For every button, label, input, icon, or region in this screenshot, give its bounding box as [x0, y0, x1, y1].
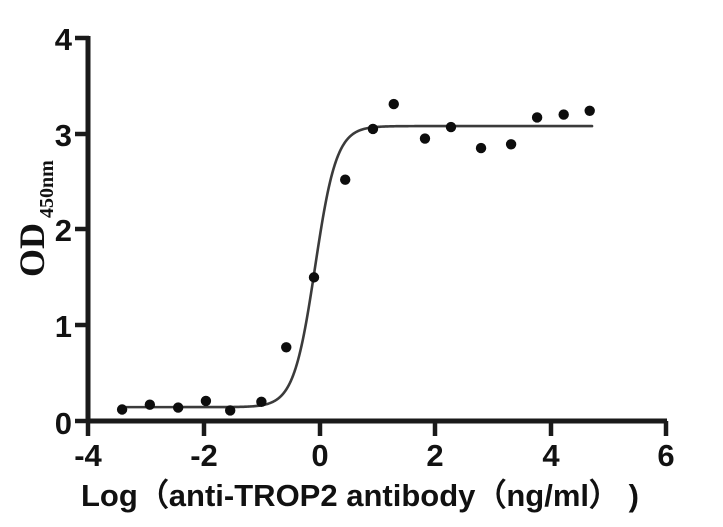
data-point — [116, 404, 128, 415]
data-point — [308, 272, 320, 283]
y-tick-label-0: 0 — [55, 406, 72, 441]
data-point — [281, 342, 292, 353]
data-point — [200, 395, 212, 407]
data-point — [445, 121, 457, 133]
y-axis-tick-labels: 4 3 2 1 0 — [55, 22, 73, 441]
data-point — [256, 396, 267, 408]
x-axis-tick-labels: -4 -2 0 2 4 6 — [74, 438, 674, 473]
y-tick-label-3: 3 — [55, 118, 72, 153]
y-axis-title-subscript: 450nm — [36, 160, 58, 218]
x-axis-title: Log（anti-TROP2 antibody（ng/ml） ) — [81, 478, 639, 513]
y-axis-title: OD 450nm — [12, 160, 58, 277]
data-point — [388, 98, 399, 110]
data-point — [172, 402, 184, 413]
data-point — [558, 109, 569, 120]
data-point — [144, 399, 156, 410]
y-axis-title-main: OD — [12, 223, 52, 277]
data-point-group — [116, 98, 595, 416]
data-point — [531, 112, 543, 123]
y-tick-label-4: 4 — [55, 22, 73, 57]
x-tick-label-neg2: -2 — [190, 438, 218, 473]
sigmoid-fit-curve — [118, 124, 594, 409]
y-tick-label-1: 1 — [55, 309, 72, 344]
y-axis-ticks — [75, 35, 89, 424]
data-point — [367, 123, 379, 135]
data-point — [419, 133, 431, 144]
x-tick-label-neg4: -4 — [74, 438, 102, 473]
data-point — [584, 105, 595, 116]
x-tick-label-0: 0 — [311, 438, 328, 473]
x-tick-label-2: 2 — [426, 438, 443, 473]
data-point — [224, 405, 236, 416]
x-tick-label-6: 6 — [657, 438, 674, 473]
x-tick-label-4: 4 — [542, 438, 560, 473]
x-axis-ticks — [85, 421, 669, 436]
data-point — [475, 142, 487, 154]
data-point — [505, 139, 517, 150]
data-point — [340, 174, 351, 185]
y-tick-label-2: 2 — [55, 213, 72, 248]
